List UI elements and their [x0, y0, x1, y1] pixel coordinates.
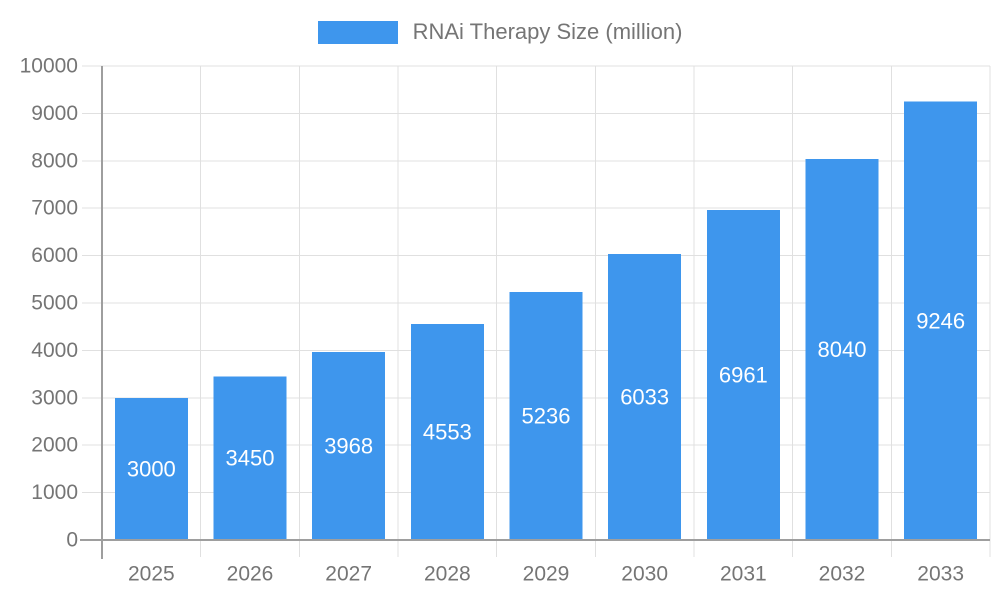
x-axis-tick-label: 2027 — [325, 563, 372, 586]
bar-value-label: 6961 — [719, 363, 768, 388]
bar-value-label: 5236 — [522, 403, 571, 428]
legend[interactable]: RNAi Therapy Size (million) — [0, 18, 1000, 46]
x-axis-tick-label: 2026 — [227, 563, 274, 586]
bar-value-label: 3968 — [324, 433, 373, 458]
legend-label: RNAi Therapy Size (million) — [412, 19, 683, 44]
bar[interactable] — [904, 101, 978, 541]
y-axis-tick-label: 1000 — [31, 481, 78, 504]
y-axis-tick-label: 6000 — [31, 244, 78, 267]
x-axis-tick-label: 2028 — [424, 563, 471, 586]
x-axis-tick-label: 2029 — [523, 563, 570, 586]
bar[interactable] — [608, 254, 682, 540]
y-axis-tick-label: 8000 — [31, 149, 78, 172]
x-axis-tick-label: 2025 — [128, 563, 175, 586]
bar[interactable] — [509, 291, 583, 540]
bar[interactable] — [114, 397, 188, 540]
bar-value-label: 8040 — [818, 337, 867, 362]
bar-value-label: 3450 — [226, 446, 275, 471]
bar[interactable] — [213, 376, 287, 540]
y-axis-tick-label: 3000 — [31, 386, 78, 409]
bar[interactable] — [706, 210, 780, 541]
y-axis-tick-label: 10000 — [20, 55, 78, 78]
x-axis-tick-label: 2032 — [819, 563, 866, 586]
bar-value-label: 6033 — [620, 385, 669, 410]
bar-value-label: 9246 — [916, 308, 965, 333]
bar[interactable] — [805, 158, 879, 541]
y-axis-tick-label: 5000 — [31, 292, 78, 315]
legend-swatch-icon — [317, 20, 398, 44]
y-axis-tick-label: 2000 — [31, 434, 78, 457]
x-axis-tick-label: 2033 — [917, 563, 964, 586]
x-axis-tick-label: 2031 — [720, 563, 767, 586]
bar-value-label: 3000 — [127, 456, 176, 481]
bar[interactable] — [410, 324, 484, 540]
x-axis-tick-label: 2030 — [621, 563, 668, 586]
y-axis-tick-label: 7000 — [31, 197, 78, 220]
bar-value-label: 4553 — [423, 420, 472, 445]
y-axis-tick-label: 9000 — [31, 102, 78, 125]
y-axis-tick-label: 0 — [66, 529, 78, 552]
y-axis-tick-label: 4000 — [31, 339, 78, 362]
bar[interactable] — [312, 351, 386, 540]
